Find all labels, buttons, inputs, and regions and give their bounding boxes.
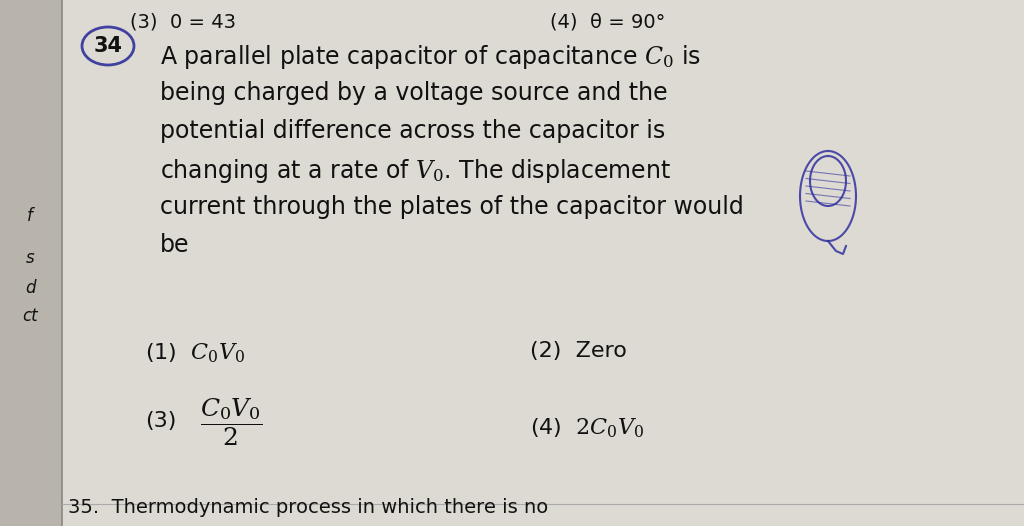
Bar — [0, 0, 62, 526]
Text: (3): (3) — [145, 411, 176, 431]
Text: 34: 34 — [93, 36, 123, 56]
Text: ct: ct — [23, 307, 38, 325]
Text: be: be — [160, 233, 189, 257]
Text: (2)  Zero: (2) Zero — [530, 341, 627, 361]
Text: A parallel plate capacitor of capacitance $C_0$ is: A parallel plate capacitor of capacitanc… — [160, 43, 700, 71]
Text: s: s — [26, 249, 35, 267]
Text: (3)  0 = 43: (3) 0 = 43 — [130, 12, 236, 31]
Text: 35.  Thermodynamic process in which there is no: 35. Thermodynamic process in which there… — [68, 498, 548, 517]
Text: (4)  θ = 90°: (4) θ = 90° — [550, 12, 666, 31]
Text: (4)  $2C_0V_0$: (4) $2C_0V_0$ — [530, 416, 644, 440]
Text: potential difference across the capacitor is: potential difference across the capacito… — [160, 119, 666, 143]
Text: (1)  $C_0V_0$: (1) $C_0V_0$ — [145, 341, 245, 365]
Text: current through the plates of the capacitor would: current through the plates of the capaci… — [160, 195, 743, 219]
Text: changing at a rate of $V_0$. The displacement: changing at a rate of $V_0$. The displac… — [160, 157, 671, 185]
Text: being charged by a voltage source and the: being charged by a voltage source and th… — [160, 81, 668, 105]
Text: f: f — [27, 207, 33, 225]
Text: $\dfrac{C_0V_0}{2}$: $\dfrac{C_0V_0}{2}$ — [200, 396, 263, 448]
Text: d: d — [25, 279, 35, 297]
